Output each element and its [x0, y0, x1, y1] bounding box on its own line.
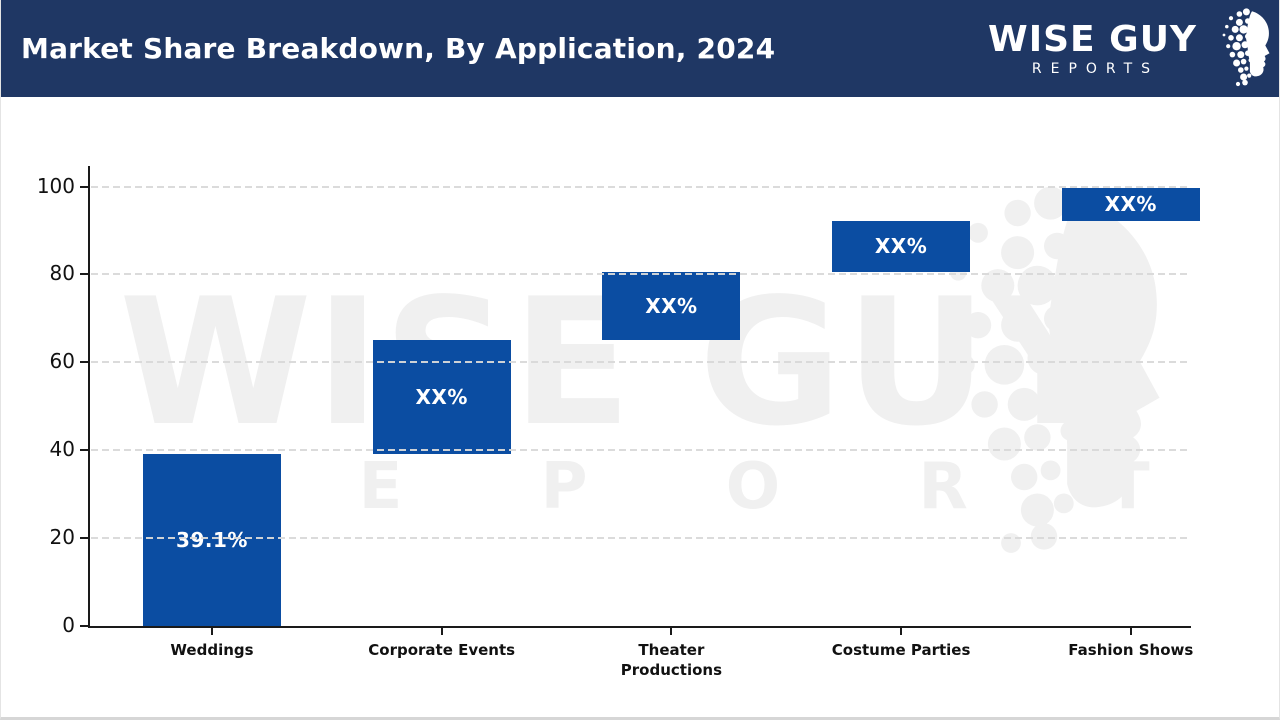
y-tick-20: [80, 537, 89, 540]
report-header: Market Share Breakdown, By Application, …: [1, 0, 1279, 97]
chart-title: Market Share Breakdown, By Application, …: [21, 32, 776, 65]
bar-value-label-weddings: 39.1%: [176, 528, 248, 553]
x-tick-label-fashion-shows: Fashion Shows: [1068, 641, 1194, 659]
bar-corporate-events: XX%: [372, 340, 511, 455]
bar-costume-parties: XX%: [832, 220, 971, 272]
brand-logo: WISE GUY REPORTS: [988, 0, 1273, 97]
dotted-face-profile-icon: [1203, 7, 1273, 91]
x-tick-weddings: [211, 628, 213, 635]
x-tick-costume-parties: [900, 628, 903, 635]
bar-weddings: 39.1%: [143, 454, 281, 626]
x-tick-label-corporate-events: Corporate Events: [368, 641, 516, 659]
gridline-40: [91, 449, 1191, 452]
brand-logo-text: WISE GUY REPORTS: [987, 18, 1197, 77]
y-tick-40: [80, 449, 89, 452]
y-tick-0: [80, 625, 89, 627]
bar-value-label-theater-productions: XX%: [645, 294, 698, 319]
x-tick-label-costume-parties: Costume Parties: [831, 641, 971, 659]
x-tick-corporate-events: [440, 628, 443, 635]
x-tick-fashion-shows: [1129, 628, 1132, 635]
y-tick-label-100: 100: [36, 173, 75, 198]
y-tick-label-0: 0: [62, 613, 75, 637]
brand-subtitle: REPORTS: [1031, 60, 1160, 77]
y-tick-100: [80, 185, 89, 188]
bar-value-label-costume-parties: XX%: [874, 234, 928, 259]
y-tick-label-80: 80: [49, 261, 75, 286]
y-tick-label-60: 60: [49, 349, 75, 374]
y-tick-label-20: 20: [49, 525, 75, 550]
bar-theater-productions: XX%: [602, 271, 741, 341]
y-tick-80: [80, 273, 89, 276]
brand-name: WISE GUY: [987, 18, 1197, 60]
gridline-60: [91, 361, 1191, 364]
bar-value-label-corporate-events: XX%: [415, 385, 468, 410]
y-axis-line: [88, 166, 90, 628]
gridline-80: [91, 273, 1191, 276]
x-axis-line: [88, 626, 1191, 628]
x-tick-label-theater-productions: Theater Productions: [620, 641, 722, 680]
bar-fashion-shows: XX%: [1061, 187, 1200, 221]
x-tick-theater-productions: [670, 628, 673, 635]
x-tick-label-weddings: Weddings: [170, 641, 254, 659]
bar-value-label-fashion-shows: XX%: [1104, 192, 1157, 217]
y-tick-60: [80, 361, 89, 364]
gridline-100: [91, 185, 1191, 188]
gridline-20: [91, 537, 1191, 540]
y-tick-label-40: 40: [49, 437, 75, 462]
